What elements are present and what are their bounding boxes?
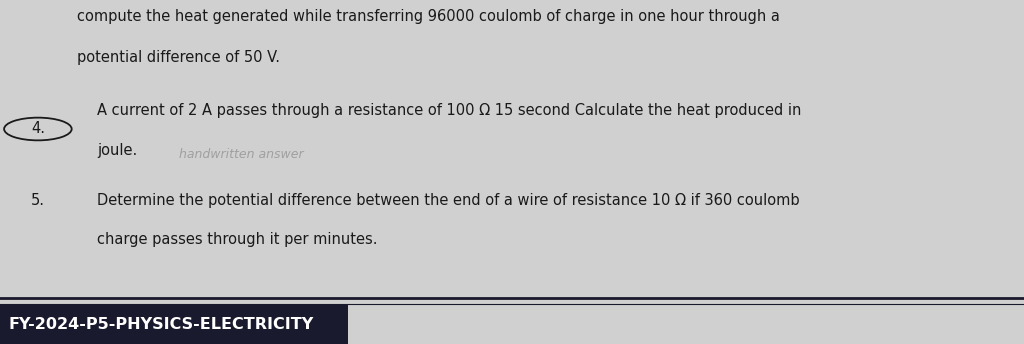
Text: potential difference of 50 V.: potential difference of 50 V.	[77, 50, 280, 65]
FancyBboxPatch shape	[0, 304, 348, 344]
Text: joule.: joule.	[97, 143, 137, 158]
Text: 4.: 4.	[31, 121, 45, 136]
Text: Determine the potential difference between the end of a wire of resistance 10 Ω : Determine the potential difference betwe…	[97, 193, 800, 208]
Text: charge passes through it per minutes.: charge passes through it per minutes.	[97, 232, 378, 247]
Text: handwritten answer: handwritten answer	[179, 148, 304, 161]
Text: compute the heat generated while transferring 96000 coulomb of charge in one hou: compute the heat generated while transfe…	[77, 9, 779, 24]
Text: FY-2024-P5-PHYSICS-ELECTRICITY: FY-2024-P5-PHYSICS-ELECTRICITY	[8, 317, 313, 332]
Text: A current of 2 A passes through a resistance of 100 Ω 15 second Calculate the he: A current of 2 A passes through a resist…	[97, 103, 802, 118]
Text: 5.: 5.	[31, 193, 45, 208]
